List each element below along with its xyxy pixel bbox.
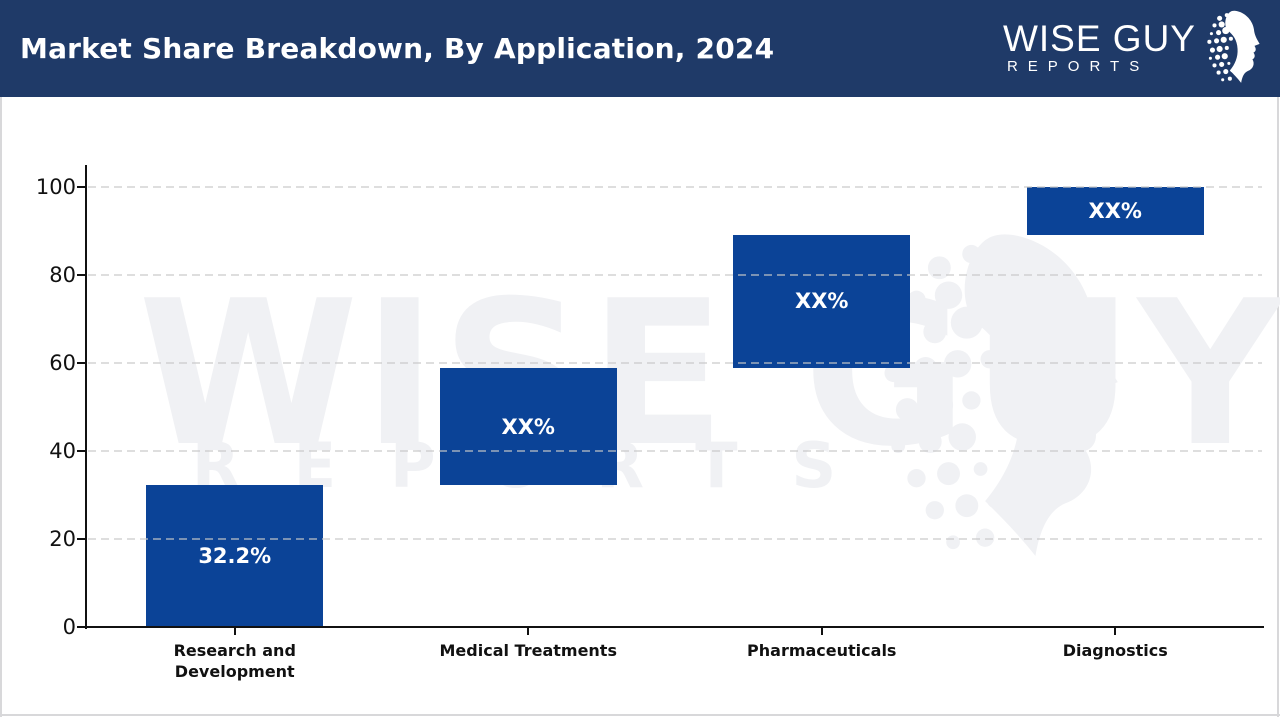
- x-tick-mark-research-and-development: [233, 627, 236, 635]
- gridline-80: [88, 274, 1262, 276]
- x-axis-spine: [85, 626, 1264, 628]
- y-tick-label-100: 100: [35, 175, 76, 199]
- left-border: [0, 97, 2, 717]
- y-tick-label-0: 0: [62, 615, 76, 639]
- y-tick-mark-20: [77, 538, 85, 540]
- y-tick-label-60: 60: [49, 351, 76, 375]
- logo-secondary-text: REPORTS: [1006, 58, 1150, 75]
- y-axis-spine: [85, 165, 87, 629]
- y-tick-mark-40: [77, 450, 85, 452]
- bar-research-and-development: [146, 485, 324, 627]
- bar-pharmaceuticals: [733, 234, 911, 368]
- bar-value-label-diagnostics: XX%: [1088, 198, 1142, 223]
- x-category-label-research-and-development: Research and Development: [173, 641, 296, 681]
- bar-value-label-research-and-development: 32.2%: [198, 544, 272, 569]
- header-bar: Market Share Breakdown, By Application, …: [0, 0, 1280, 97]
- wise-guy-reports-logo: WISE GUY REPORTS: [1003, 8, 1266, 90]
- y-tick-mark-0: [77, 626, 85, 628]
- x-tick-mark-pharmaceuticals: [820, 627, 823, 635]
- gridline-100: [88, 186, 1262, 188]
- y-tick-label-40: 40: [49, 439, 76, 463]
- bottom-border: [0, 714, 1280, 716]
- x-tick-mark-diagnostics: [1114, 627, 1117, 635]
- bar-diagnostics: [1026, 187, 1204, 235]
- y-tick-mark-100: [77, 186, 85, 188]
- gridline-60: [88, 362, 1262, 364]
- logo-primary-text: WISE GUY: [1002, 18, 1196, 59]
- bar-medical-treatments: [439, 367, 617, 486]
- y-tick-label-20: 20: [49, 527, 76, 551]
- bar-value-label-medical-treatments: XX%: [501, 414, 555, 439]
- chart-title: Market Share Breakdown, By Application, …: [20, 32, 775, 65]
- y-tick-mark-60: [77, 362, 85, 364]
- gridline-20: [88, 538, 1262, 540]
- bar-value-label-pharmaceuticals: XX%: [795, 289, 849, 314]
- y-tick-mark-80: [77, 274, 85, 276]
- gridline-40: [88, 450, 1262, 452]
- x-tick-mark-medical-treatments: [527, 627, 530, 635]
- y-tick-label-80: 80: [49, 263, 76, 287]
- x-category-label-diagnostics: Diagnostics: [1062, 641, 1168, 660]
- x-category-label-medical-treatments: Medical Treatments: [439, 641, 617, 660]
- right-border: [1277, 97, 1279, 717]
- logo-text-block: WISE GUY REPORTS: [1002, 18, 1196, 76]
- x-category-label-pharmaceuticals: Pharmaceuticals: [747, 641, 897, 660]
